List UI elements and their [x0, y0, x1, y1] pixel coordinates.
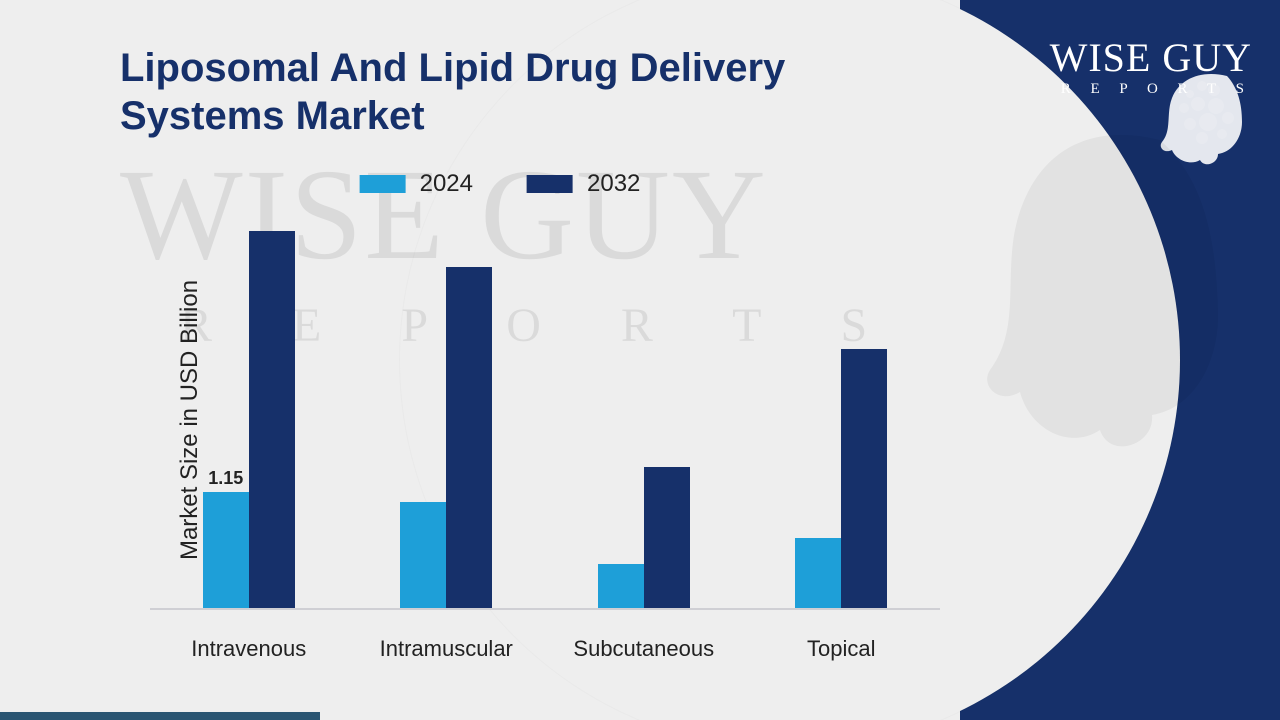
bar-2032 [841, 349, 887, 610]
bar-2024 [400, 502, 446, 610]
chart-area: Market Size in USD Billion 2024 2032 1.1… [60, 170, 940, 670]
bar-2024 [598, 564, 644, 610]
bar-2024 [795, 538, 841, 610]
x-axis-label: Intramuscular [371, 636, 521, 662]
bar-2032 [249, 231, 295, 610]
legend-label-2032: 2032 [587, 170, 640, 198]
page: WISE GUY R E P O R T S WISE GUY R E P O … [0, 0, 1280, 720]
x-axis-labels: Intravenous Intramuscular Subcutaneous Topi… [150, 636, 940, 662]
legend-label-2024: 2024 [420, 170, 473, 198]
x-axis-label: Topical [766, 636, 916, 662]
bar-value-label: 1.15 [208, 468, 243, 489]
bottom-accent-bar [0, 712, 320, 720]
legend-item-2024: 2024 [360, 170, 473, 198]
bar-2032 [446, 267, 492, 610]
legend-swatch-2024 [360, 175, 406, 193]
x-axis-label: Intravenous [174, 636, 324, 662]
logo-head-icon [1132, 68, 1252, 168]
chart-title: Liposomal And Lipid Drug Delivery System… [120, 44, 860, 140]
bar-2024: 1.15 [203, 492, 249, 610]
legend: 2024 2032 [360, 170, 641, 198]
legend-swatch-2032 [527, 175, 573, 193]
bar-group [569, 467, 719, 611]
x-axis-label: Subcutaneous [569, 636, 719, 662]
bar-group [371, 267, 521, 610]
bar-group: 1.15 [174, 231, 324, 610]
baseline [150, 608, 940, 610]
bar-group [766, 349, 916, 610]
brand-logo: WISE GUY R E P O R T S [1050, 38, 1252, 97]
bar-2032 [644, 467, 690, 611]
bar-groups: 1.15 [150, 200, 940, 610]
plot-area: 1.15 [150, 200, 940, 610]
legend-item-2032: 2032 [527, 170, 640, 198]
